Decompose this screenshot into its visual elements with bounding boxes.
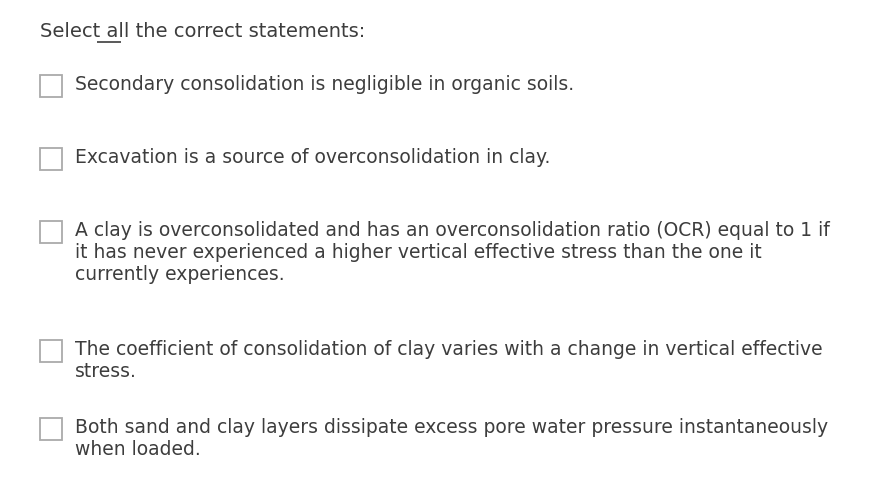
Text: A clay is overconsolidated and has an overconsolidation ratio (OCR) equal to 1 i: A clay is overconsolidated and has an ov… bbox=[75, 221, 830, 240]
Text: when loaded.: when loaded. bbox=[75, 440, 200, 459]
Text: Both sand and clay layers dissipate excess pore water pressure instantaneously: Both sand and clay layers dissipate exce… bbox=[75, 418, 828, 437]
Text: The coefficient of consolidation of clay varies with a change in vertical effect: The coefficient of consolidation of clay… bbox=[75, 340, 822, 359]
Text: Excavation is a source of overconsolidation in clay.: Excavation is a source of overconsolidat… bbox=[75, 148, 551, 167]
Bar bbox=[40, 340, 62, 362]
Text: Secondary consolidation is negligible in organic soils.: Secondary consolidation is negligible in… bbox=[75, 75, 574, 94]
Text: it has never experienced a higher vertical effective stress than the one it: it has never experienced a higher vertic… bbox=[75, 243, 762, 262]
Text: currently experiences.: currently experiences. bbox=[75, 265, 284, 284]
Bar bbox=[40, 75, 62, 97]
Bar bbox=[40, 148, 62, 170]
Bar bbox=[40, 418, 62, 440]
Bar bbox=[40, 221, 62, 243]
Text: stress.: stress. bbox=[75, 362, 137, 381]
Text: Select all the correct statements:: Select all the correct statements: bbox=[40, 22, 365, 41]
